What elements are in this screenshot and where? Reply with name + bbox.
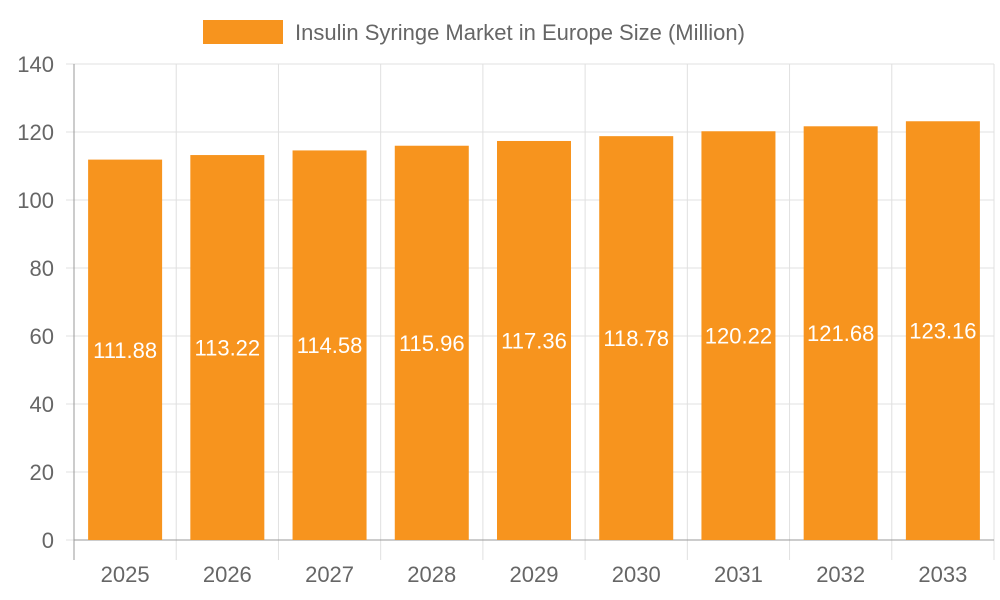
- bar-2028[interactable]: [394, 145, 469, 540]
- x-tick-label: 2032: [816, 562, 865, 587]
- y-tick-label: 40: [30, 392, 54, 417]
- y-tick-label: 80: [30, 256, 54, 281]
- bar-2029[interactable]: [497, 140, 571, 540]
- x-tick-label: 2030: [612, 562, 661, 587]
- x-tick-label: 2031: [714, 562, 763, 587]
- legend-label[interactable]: Insulin Syringe Market in Europe Size (M…: [295, 20, 745, 45]
- bar-2025[interactable]: [88, 159, 163, 540]
- x-tick-label: 2033: [918, 562, 967, 587]
- data-label: 113.22: [195, 336, 261, 361]
- y-tick-label: 140: [17, 52, 54, 77]
- bar-2032[interactable]: [803, 126, 878, 541]
- data-label: 111.88: [93, 338, 157, 363]
- data-label: 115.96: [399, 331, 465, 356]
- bar-2033[interactable]: [905, 121, 980, 541]
- data-label: 121.68: [807, 321, 874, 346]
- data-label: 114.58: [297, 333, 363, 358]
- bar-2026[interactable]: [190, 155, 265, 540]
- x-tick-label: 2028: [407, 562, 456, 587]
- x-tick-label: 2029: [510, 562, 559, 587]
- data-label: 120.22: [705, 324, 772, 349]
- data-label: 123.16: [909, 319, 976, 344]
- data-label: 117.36: [501, 328, 567, 353]
- data-label: 118.78: [603, 326, 669, 351]
- y-tick-label: 120: [17, 120, 54, 145]
- y-tick-label: 20: [30, 460, 54, 485]
- legend-swatch: [203, 20, 283, 44]
- bar-2030[interactable]: [599, 136, 674, 540]
- y-tick-label: 60: [30, 324, 54, 349]
- x-tick-label: 2026: [203, 562, 252, 587]
- y-tick-label: 100: [17, 188, 54, 213]
- y-tick-label: 0: [42, 528, 54, 553]
- x-tick-label: 2027: [305, 562, 354, 587]
- bar-2027[interactable]: [292, 150, 367, 541]
- bar-2031[interactable]: [701, 131, 776, 540]
- x-tick-label: 2025: [101, 562, 150, 587]
